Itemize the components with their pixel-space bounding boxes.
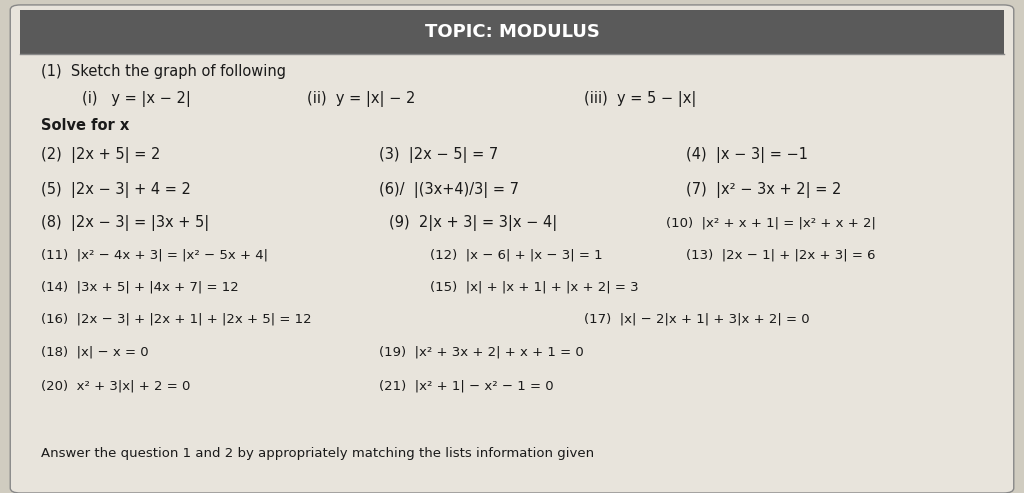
Text: (iii)  y = 5 − |x|: (iii) y = 5 − |x| bbox=[584, 91, 696, 106]
Text: (10)  |x² + x + 1| = |x² + x + 2|: (10) |x² + x + 1| = |x² + x + 2| bbox=[666, 216, 876, 229]
Text: (3)  |2x − 5| = 7: (3) |2x − 5| = 7 bbox=[379, 147, 498, 163]
Text: (19)  |x² + 3x + 2| + x + 1 = 0: (19) |x² + 3x + 2| + x + 1 = 0 bbox=[379, 346, 584, 359]
Text: TOPIC: MODULUS: TOPIC: MODULUS bbox=[425, 23, 599, 41]
Text: (16)  |2x − 3| + |2x + 1| + |2x + 5| = 12: (16) |2x − 3| + |2x + 1| + |2x + 5| = 12 bbox=[41, 313, 311, 326]
Text: Answer the question 1 and 2 by appropriately matching the lists information give: Answer the question 1 and 2 by appropria… bbox=[41, 447, 594, 460]
Text: (9)  2|x + 3| = 3|x − 4|: (9) 2|x + 3| = 3|x − 4| bbox=[389, 215, 557, 231]
Text: (2)  |2x + 5| = 2: (2) |2x + 5| = 2 bbox=[41, 147, 161, 163]
Text: (12)  |x − 6| + |x − 3| = 1: (12) |x − 6| + |x − 3| = 1 bbox=[430, 249, 603, 262]
Text: (i)   y = |x − 2|: (i) y = |x − 2| bbox=[82, 91, 190, 106]
FancyBboxPatch shape bbox=[10, 5, 1014, 493]
Text: (5)  |2x − 3| + 4 = 2: (5) |2x − 3| + 4 = 2 bbox=[41, 182, 190, 198]
Text: (15)  |x| + |x + 1| + |x + 2| = 3: (15) |x| + |x + 1| + |x + 2| = 3 bbox=[430, 281, 639, 293]
Text: (20)  x² + 3|x| + 2 = 0: (20) x² + 3|x| + 2 = 0 bbox=[41, 379, 190, 392]
Text: (11)  |x² − 4x + 3| = |x² − 5x + 4|: (11) |x² − 4x + 3| = |x² − 5x + 4| bbox=[41, 249, 268, 262]
Text: (14)  |3x + 5| + |4x + 7| = 12: (14) |3x + 5| + |4x + 7| = 12 bbox=[41, 281, 239, 293]
Text: (13)  |2x − 1| + |2x + 3| = 6: (13) |2x − 1| + |2x + 3| = 6 bbox=[686, 249, 876, 262]
Text: (17)  |x| − 2|x + 1| + 3|x + 2| = 0: (17) |x| − 2|x + 1| + 3|x + 2| = 0 bbox=[584, 313, 809, 326]
Text: (4)  |x − 3| = −1: (4) |x − 3| = −1 bbox=[686, 147, 808, 163]
Text: (7)  |x² − 3x + 2| = 2: (7) |x² − 3x + 2| = 2 bbox=[686, 182, 842, 198]
Text: (ii)  y = |x| − 2: (ii) y = |x| − 2 bbox=[307, 91, 416, 106]
Text: (1)  Sketch the graph of following: (1) Sketch the graph of following bbox=[41, 64, 286, 79]
FancyBboxPatch shape bbox=[20, 10, 1004, 54]
Text: (8)  |2x − 3| = |3x + 5|: (8) |2x − 3| = |3x + 5| bbox=[41, 215, 209, 231]
Text: (18)  |x| − x = 0: (18) |x| − x = 0 bbox=[41, 346, 148, 359]
Text: Solve for x: Solve for x bbox=[41, 118, 129, 133]
Text: (21)  |x² + 1| − x² − 1 = 0: (21) |x² + 1| − x² − 1 = 0 bbox=[379, 379, 554, 392]
Text: (6)/  |(3x+4)/3| = 7: (6)/ |(3x+4)/3| = 7 bbox=[379, 182, 519, 198]
